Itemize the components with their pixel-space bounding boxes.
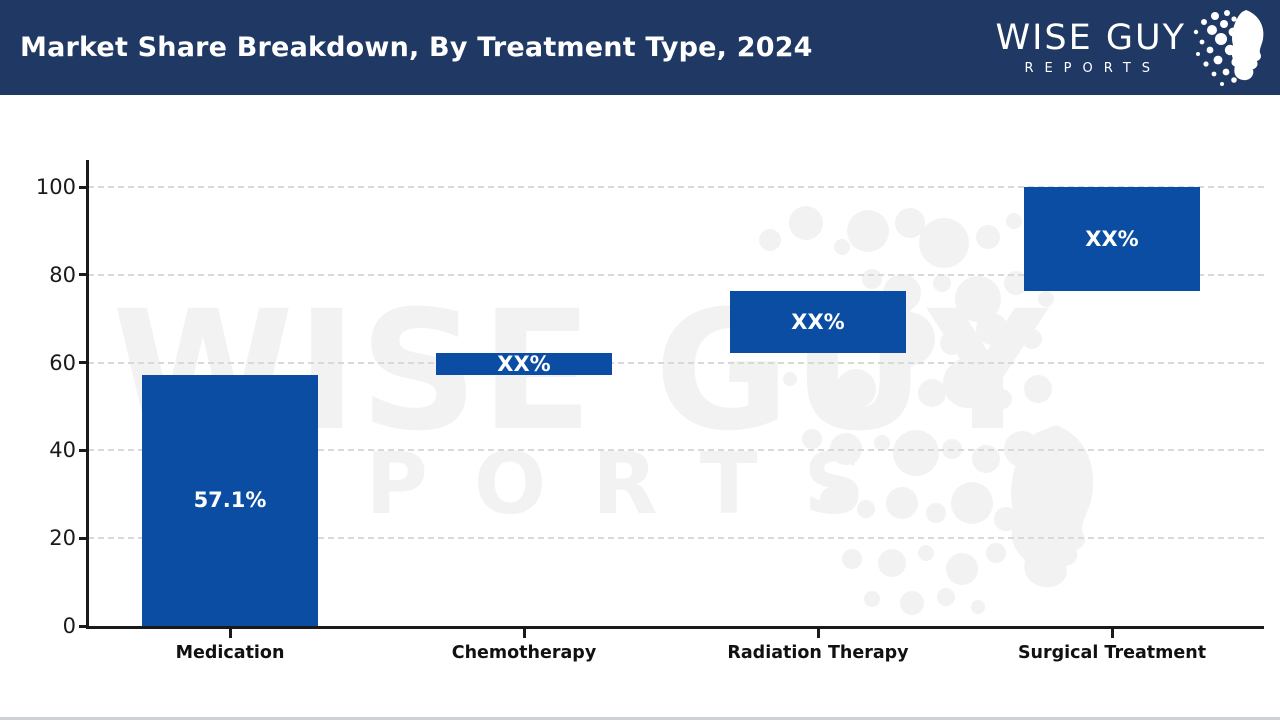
bar-medication: 57.1% <box>142 375 318 626</box>
wise-guy-reports-logo: WISE GUY REPORTS <box>995 6 1266 90</box>
y-tick-label-0: 0 <box>62 614 76 638</box>
y-tick-label-20: 20 <box>49 526 76 551</box>
gridline-y-60 <box>88 361 1264 364</box>
dotted-face-profile-icon <box>1193 9 1264 86</box>
y-tick-40 <box>79 448 88 452</box>
y-tick-label-80: 80 <box>49 262 76 287</box>
gridline-y-80 <box>88 273 1264 276</box>
watermark-dotted-face <box>759 206 1094 615</box>
y-tick-0 <box>79 624 88 628</box>
bar-value-label-medication: 57.1% <box>193 488 267 513</box>
logo-subtitle: REPORTS <box>1024 60 1162 76</box>
x-tick-label-radiation-therapy: Radiation Therapy <box>727 643 909 663</box>
bar-surgical-treatment: XX% <box>1024 187 1200 292</box>
bar-value-label-chemotherapy: XX% <box>497 351 551 376</box>
x-tick-medication <box>228 629 232 638</box>
bar-value-label-surgical-treatment: XX% <box>1085 226 1139 251</box>
x-tick-label-medication: Medication <box>175 643 285 663</box>
x-tick-surgical-treatment <box>1110 629 1114 638</box>
x-tick-label-chemotherapy: Chemotherapy <box>451 643 597 663</box>
logo-text: WISE GUY REPORTS <box>995 17 1186 76</box>
gridline-y-20 <box>88 537 1264 540</box>
gridline-y-40 <box>88 449 1264 452</box>
logo-wordmark: WISE GUY <box>995 17 1186 58</box>
y-tick-label-60: 60 <box>49 350 76 375</box>
y-tick-60 <box>79 361 88 365</box>
gridline-y-100 <box>88 186 1264 188</box>
y-tick-label-40: 40 <box>49 438 76 463</box>
x-axis-line <box>86 626 1264 629</box>
page-title: Market Share Breakdown, By Treatment Typ… <box>20 32 813 63</box>
bar-chemotherapy: XX% <box>436 351 612 376</box>
plot-region: 0 20 40 60 80 100 57.1% XX% XX% XX% Medication Chem… <box>0 95 1280 720</box>
header-bar: Market Share Breakdown, By Treatment Typ… <box>0 0 1280 95</box>
y-tick-label-100: 100 <box>35 175 76 199</box>
bar-value-label-radiation-therapy: XX% <box>791 309 845 334</box>
y-tick-100 <box>79 185 88 189</box>
chart-area: WISE GUY REPORTS 0 20 40 60 80 100 57.1% XX% XX%… <box>0 95 1280 720</box>
x-tick-label-surgical-treatment: Surgical Treatment <box>1017 643 1207 663</box>
bar-radiation-therapy: XX% <box>730 291 906 353</box>
y-tick-20 <box>79 536 88 540</box>
x-tick-radiation-therapy <box>816 629 820 638</box>
x-tick-chemotherapy <box>522 629 526 638</box>
y-tick-80 <box>79 273 88 277</box>
y-axis-spine <box>86 160 89 629</box>
